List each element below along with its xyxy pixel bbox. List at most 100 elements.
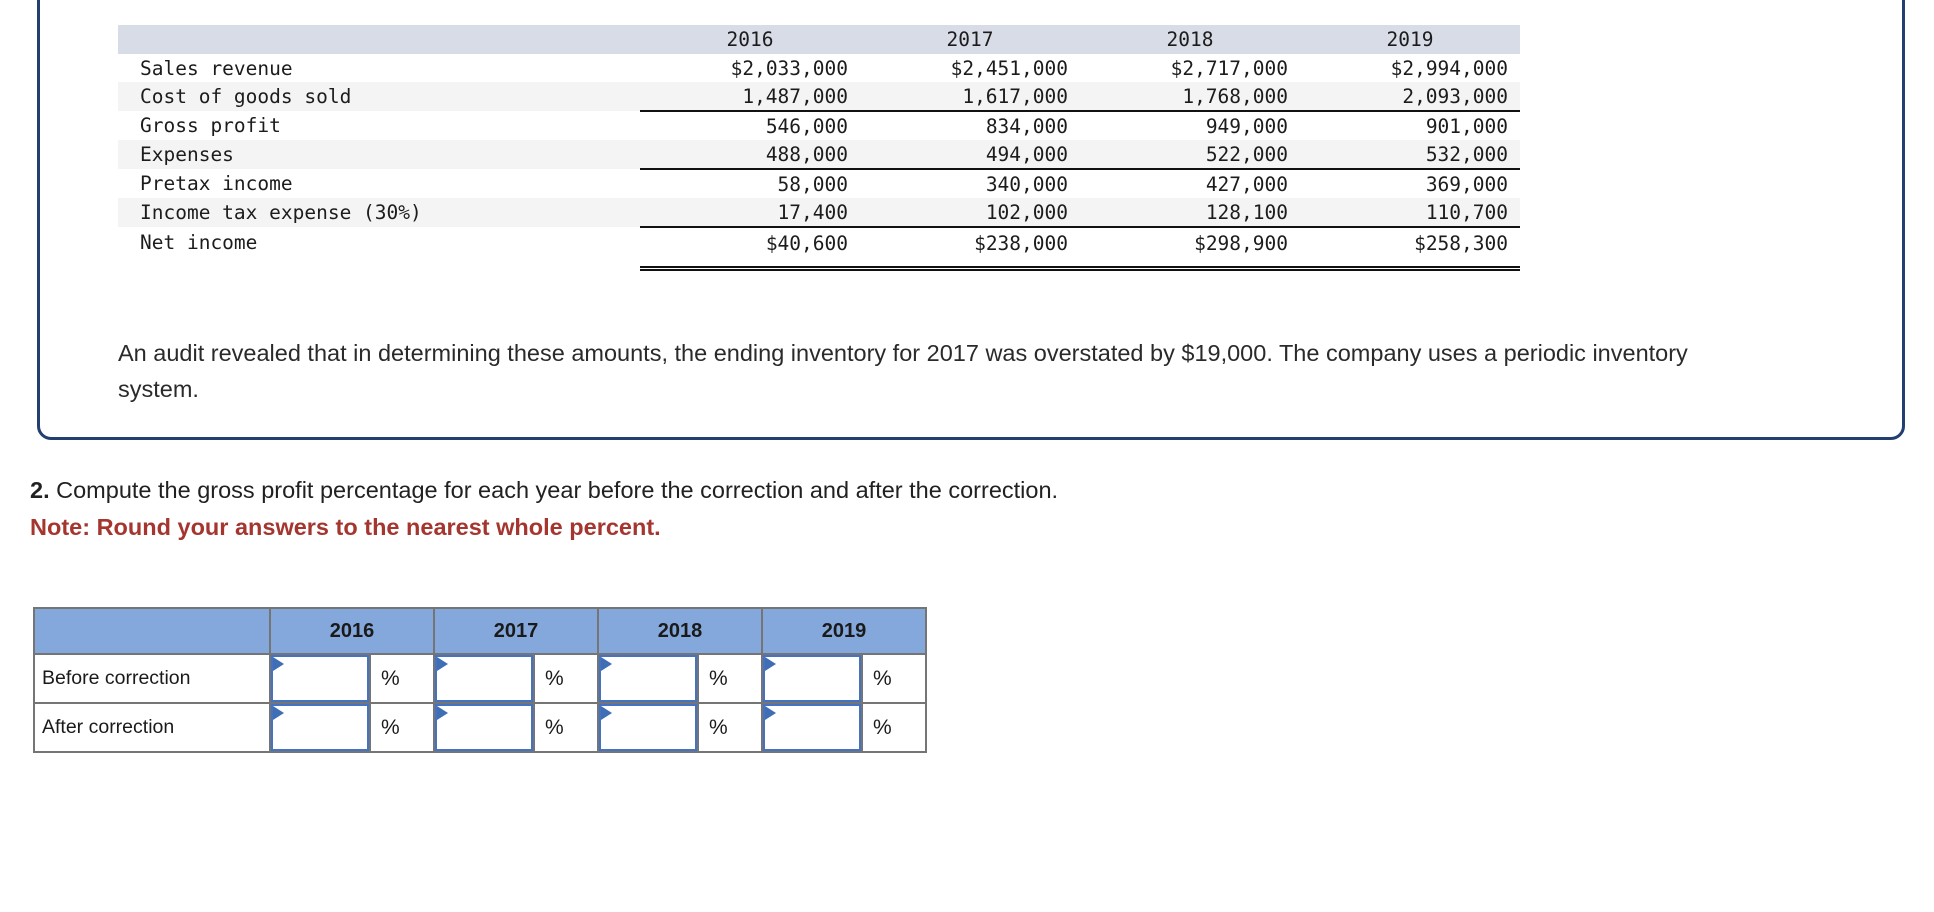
fin-value-cell: 494,000 <box>860 140 1080 170</box>
percentage-input-before-correction-2017[interactable] <box>435 655 533 702</box>
question-number: 2. <box>30 477 50 503</box>
percent-sign-cell: % <box>861 702 927 753</box>
answer-input-cell <box>269 702 371 753</box>
answer-input-cell <box>269 653 371 704</box>
fin-value-cell: 17,400 <box>640 198 860 228</box>
fin-value-cell: $298,900 <box>1080 227 1300 271</box>
percentage-input-before-correction-2019[interactable] <box>763 655 861 702</box>
fin-year-header: 2019 <box>1300 25 1520 54</box>
percentage-input-after-correction-2017[interactable] <box>435 704 533 751</box>
income-statement-header-row: 2016 2017 2018 2019 <box>118 25 1520 54</box>
answer-input-cell <box>761 653 863 704</box>
fin-row-label: Income tax expense (30%) <box>140 201 422 224</box>
fin-row-label: Cost of goods sold <box>140 85 352 108</box>
fin-value-cell: 488,000 <box>640 140 860 170</box>
question-text: 2. Compute the gross profit percentage f… <box>30 477 1058 504</box>
percent-sign-cell: % <box>533 702 599 753</box>
input-wrapper <box>763 655 861 702</box>
rounding-note-text: Note: Round your answers to the nearest … <box>30 514 661 540</box>
fin-row-label: Pretax income <box>140 172 293 195</box>
percent-sign-cell: % <box>533 653 599 704</box>
answer-input-cell <box>433 702 535 753</box>
answer-year-header: 2018 <box>597 607 763 655</box>
fin-row-label: Expenses <box>140 143 234 166</box>
fin-value-cell: 532,000 <box>1300 140 1520 170</box>
fin-row: Income tax expense (30%) 17,400 102,000 128… <box>118 198 1520 228</box>
fin-row: Sales revenue $2,033,000 $2,451,000 $2,717,… <box>118 54 1520 82</box>
answer-table-body: Before correction%%%% After correction%%%… <box>33 653 927 753</box>
fin-value-cell: 522,000 <box>1080 140 1300 170</box>
percent-sign-cell: % <box>697 702 763 753</box>
answer-year-header: 2019 <box>761 607 927 655</box>
input-wrapper <box>763 704 861 751</box>
fin-value-cell: $2,994,000 <box>1390 56 1508 80</box>
percentage-input-before-correction-2016[interactable] <box>271 655 369 702</box>
fin-value-cell: $238,000 <box>860 227 1080 271</box>
fin-row: Net income $40,600 $238,000 $298,900 $258,30… <box>118 227 1520 271</box>
fin-row: Expenses 488,000 494,000 522,000 532,000 <box>118 140 1520 170</box>
percentage-input-after-correction-2016[interactable] <box>271 704 369 751</box>
fin-value-cell: 58,000 <box>777 172 848 196</box>
answer-section: 2016 2017 2018 2019 Before correction%%%% Af… <box>33 607 927 753</box>
fin-value-cell: 949,000 <box>1205 114 1288 138</box>
fin-year-header: 2018 <box>1080 25 1300 54</box>
percent-sign-cell: % <box>861 653 927 704</box>
percentage-input-before-correction-2018[interactable] <box>599 655 697 702</box>
input-wrapper <box>271 704 369 751</box>
answer-header-blank <box>33 607 271 655</box>
income-statement-body: Sales revenue $2,033,000 $2,451,000 $2,717,… <box>118 54 1520 271</box>
fin-value-cell: $2,451,000 <box>950 56 1068 80</box>
answer-year-header: 2016 <box>269 607 435 655</box>
percent-sign-cell: % <box>697 653 763 704</box>
problem-panel: 2016 2017 2018 2019 Sales revenue $2,033,000… <box>37 0 1905 440</box>
fin-value-cell: 901,000 <box>1425 114 1508 138</box>
answer-row: After correction%%%% <box>33 702 927 753</box>
fin-year-header: 2017 <box>860 25 1080 54</box>
fin-value-cell: 2,093,000 <box>1300 82 1520 112</box>
fin-row-label: Net income <box>140 231 258 254</box>
percent-sign-cell: % <box>369 653 435 704</box>
input-wrapper <box>599 655 697 702</box>
answer-input-cell <box>761 702 863 753</box>
fin-value-cell: 110,700 <box>1300 198 1520 228</box>
fin-row-label: Gross profit <box>140 114 281 137</box>
fin-value-cell: 128,100 <box>1080 198 1300 228</box>
fin-row-label: Sales revenue <box>140 56 293 80</box>
input-wrapper <box>271 655 369 702</box>
fin-value-cell: 834,000 <box>985 114 1068 138</box>
question-body: Compute the gross profit percentage for … <box>56 477 1059 503</box>
fin-value-cell: 1,487,000 <box>640 82 860 112</box>
input-wrapper <box>435 704 533 751</box>
income-statement-table: 2016 2017 2018 2019 Sales revenue $2,033,000… <box>118 25 1520 271</box>
fin-value-cell: $2,717,000 <box>1170 56 1288 80</box>
answer-row: Before correction%%%% <box>33 653 927 704</box>
fin-header-blank <box>118 25 640 54</box>
fin-value-cell: $258,300 <box>1300 227 1520 271</box>
fin-value-cell: 102,000 <box>860 198 1080 228</box>
fin-value-cell: 369,000 <box>1425 172 1508 196</box>
answer-table: 2016 2017 2018 2019 Before correction%%%% Af… <box>33 607 927 753</box>
fin-year-header: 2016 <box>640 25 860 54</box>
answer-year-header: 2017 <box>433 607 599 655</box>
answer-input-cell <box>597 653 699 704</box>
percentage-input-after-correction-2018[interactable] <box>599 704 697 751</box>
answer-row-label: After correction <box>33 702 271 753</box>
fin-value-cell: $2,033,000 <box>730 56 848 80</box>
percent-sign-cell: % <box>369 702 435 753</box>
fin-value-cell: 546,000 <box>765 114 848 138</box>
income-statement-section: 2016 2017 2018 2019 Sales revenue $2,033,000… <box>118 25 1520 271</box>
fin-row: Pretax income 58,000 340,000 427,000 369,000 <box>118 169 1520 198</box>
fin-value-cell: $40,600 <box>640 227 860 271</box>
fin-row: Cost of goods sold 1,487,000 1,617,000 1,76… <box>118 82 1520 112</box>
fin-value-cell: 340,000 <box>985 172 1068 196</box>
answer-input-cell <box>597 702 699 753</box>
answer-input-cell <box>433 653 535 704</box>
fin-row: Gross profit 546,000 834,000 949,000 901,000 <box>118 111 1520 140</box>
fin-value-cell: 427,000 <box>1205 172 1288 196</box>
percentage-input-after-correction-2019[interactable] <box>763 704 861 751</box>
fin-value-cell: 1,617,000 <box>860 82 1080 112</box>
audit-note-text: An audit revealed that in determining th… <box>118 339 1688 402</box>
answer-row-label: Before correction <box>33 653 271 704</box>
input-wrapper <box>435 655 533 702</box>
